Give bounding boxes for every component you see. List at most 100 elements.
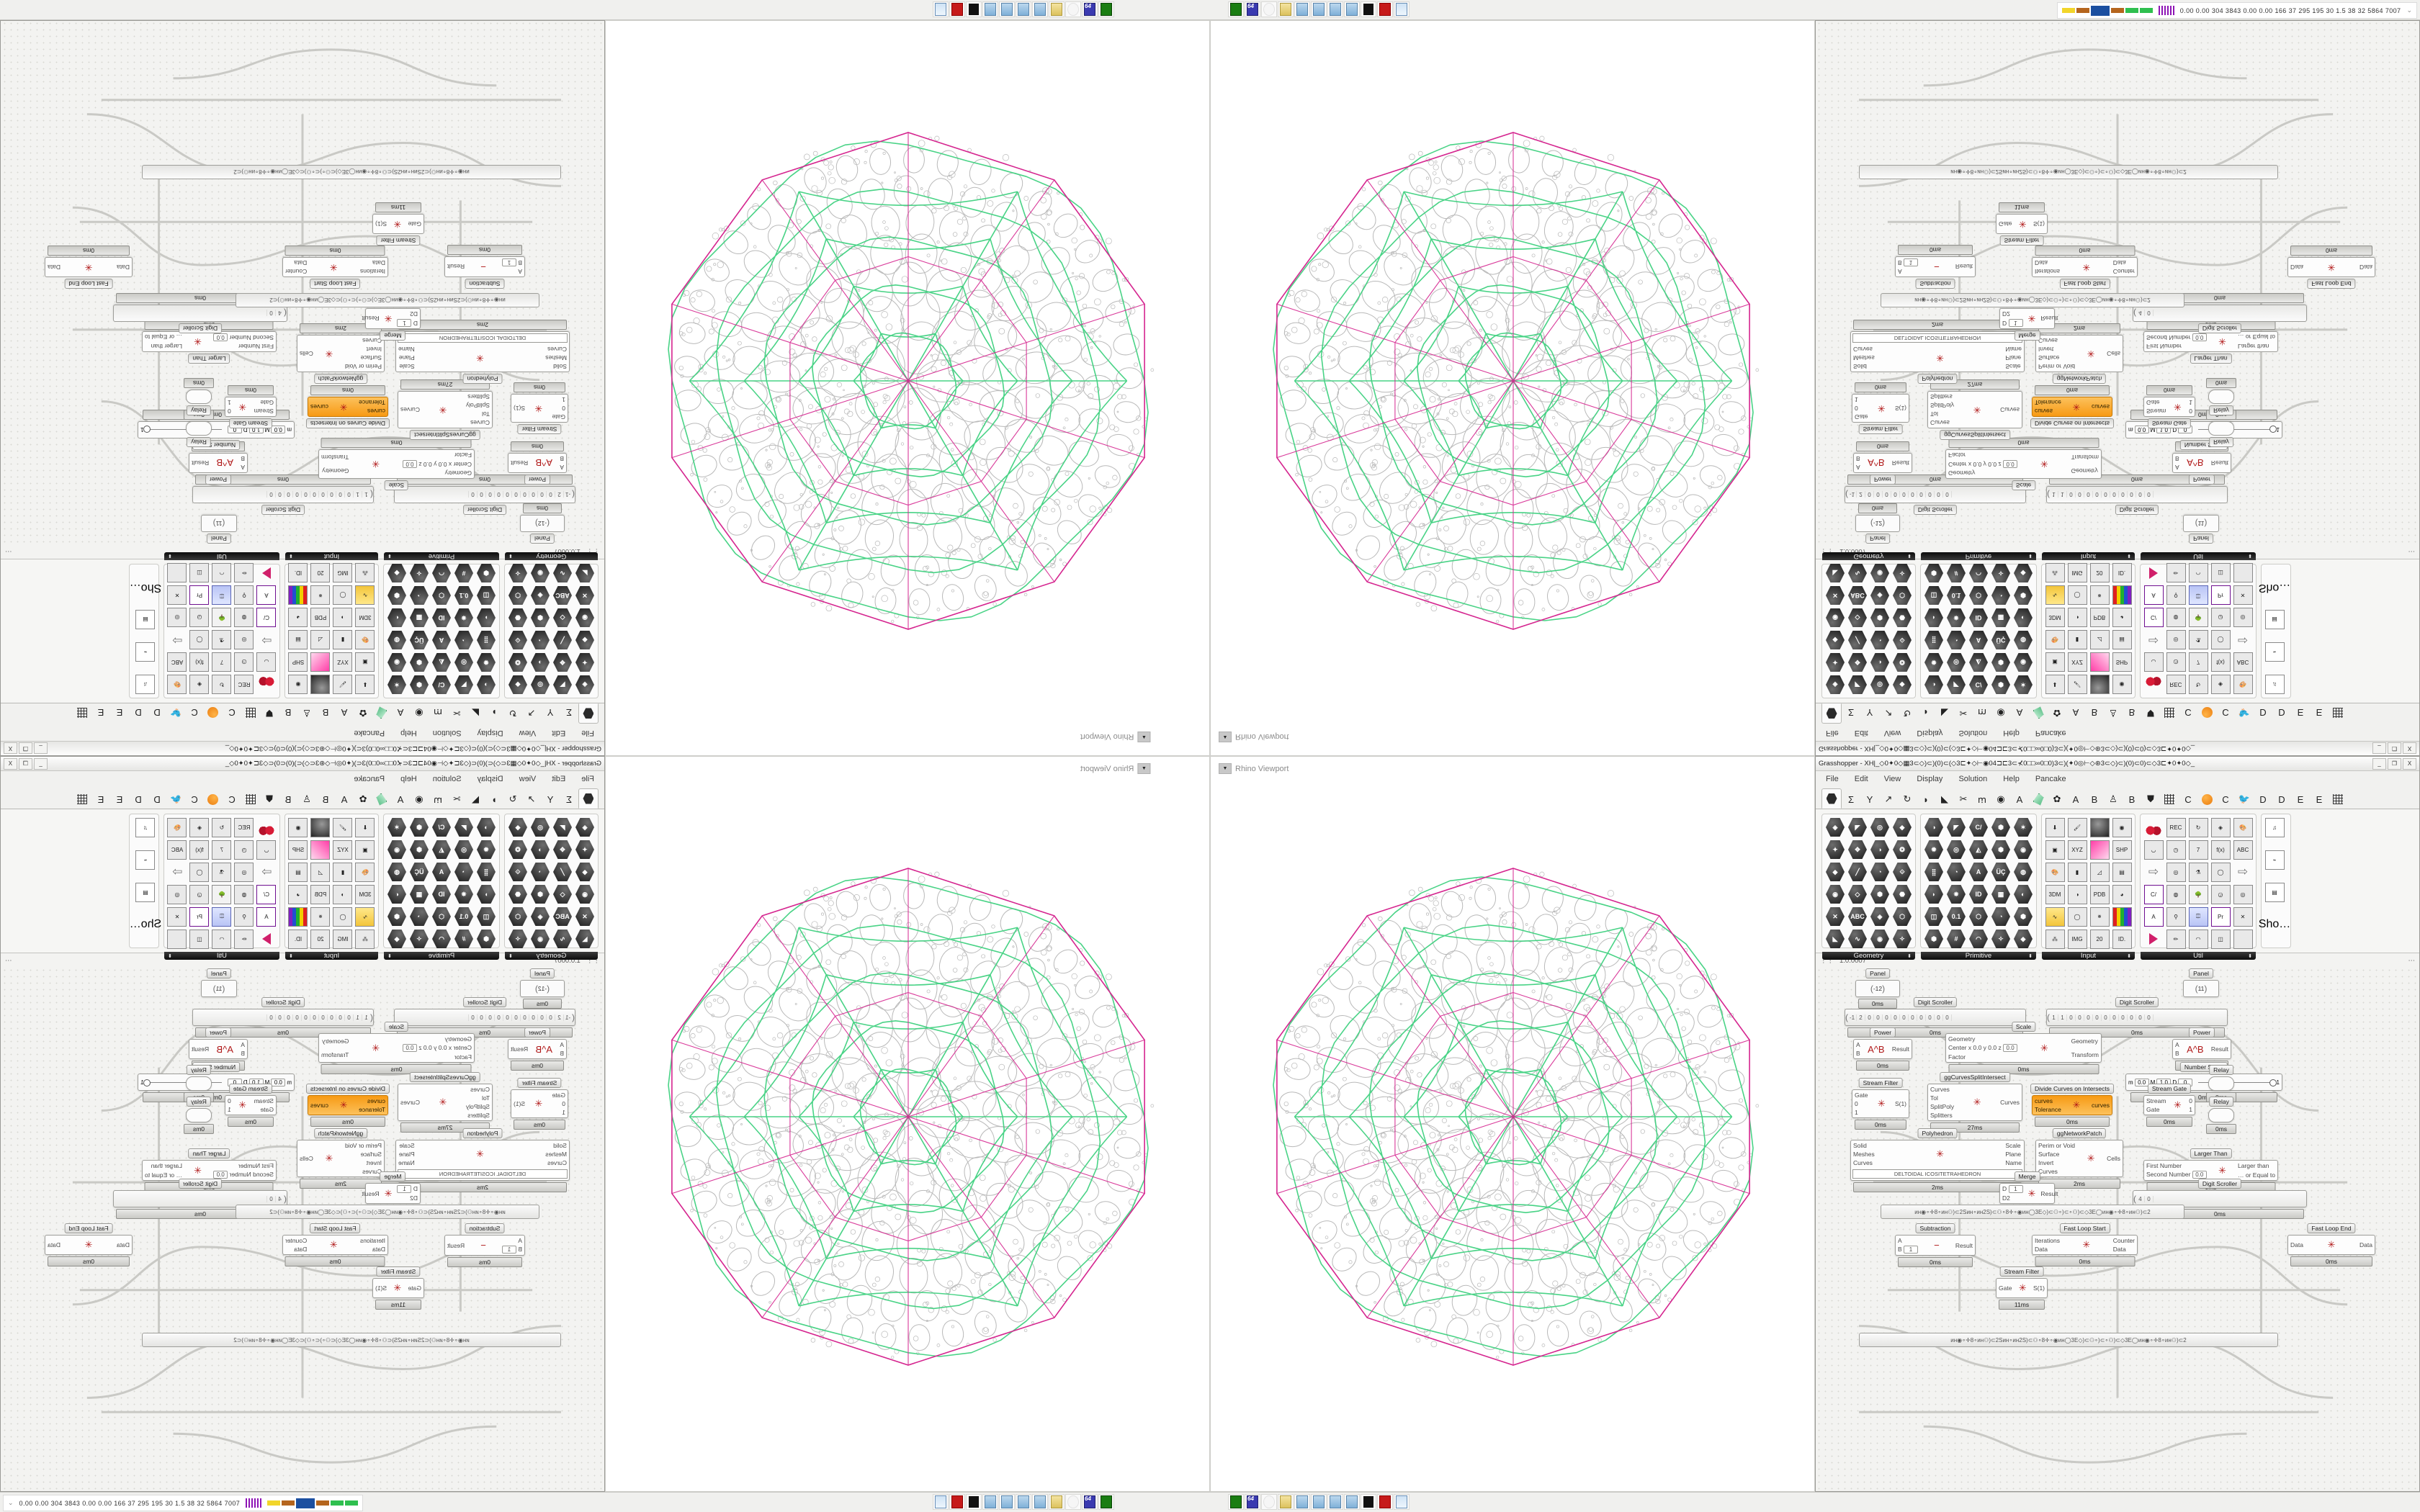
ribbon-item[interactable]: ÜÇ xyxy=(1990,629,2012,651)
tab-a2[interactable]: A xyxy=(2066,790,2085,809)
input-pin[interactable]: A xyxy=(241,1041,245,1048)
component-inputs[interactable]: Geometry Center x 0.0 y 0.0 z 0.0 Factor xyxy=(1946,1034,2020,1062)
ribbon-item[interactable] xyxy=(310,839,331,860)
panel-dropdown-icon[interactable]: ⬍ xyxy=(508,953,513,959)
panel-dropdown-icon[interactable]: ⬍ xyxy=(2248,953,2252,959)
input-pin[interactable]: curves xyxy=(367,408,385,415)
digit-cell[interactable]: 0 xyxy=(301,491,310,498)
ribbon-item[interactable]: ◔ xyxy=(1869,629,1891,651)
ribbon-item[interactable]: ⣿ xyxy=(1923,861,1945,883)
digit-cell[interactable]: 0 xyxy=(266,1014,275,1021)
input-pin[interactable]: Solid xyxy=(1853,363,1867,370)
output-pin[interactable]: Data xyxy=(2112,259,2126,266)
ribbon-item[interactable]: ABC xyxy=(166,652,188,673)
tab-c2[interactable]: C xyxy=(185,790,204,809)
gh-editor[interactable]: Grasshopper - XH|_◇0✦0◇▦3⊂◇)⊂)(0)⊂(◇3⊏✦◇… xyxy=(0,20,605,756)
ribbon-item[interactable]: ◎ xyxy=(2232,607,2254,629)
ribbon-item[interactable]: ◐ xyxy=(2012,883,2034,905)
tab-transform[interactable]: ꭑ xyxy=(429,703,447,722)
digit-cell[interactable]: 0 xyxy=(494,491,503,498)
digit-cell[interactable]: 0 xyxy=(468,1014,477,1021)
component-inputs[interactable]: Curves Tol SplitPoly Splitters xyxy=(464,1084,492,1120)
tab-bird[interactable]: 🐦 xyxy=(2235,703,2254,722)
ribbon-item[interactable]: ◿ xyxy=(310,861,331,883)
component-inputs[interactable]: Solid Meshes Curves xyxy=(543,1140,569,1168)
digit-cell[interactable]: 2 xyxy=(555,1014,563,1021)
ribbon-item[interactable]: ◍ xyxy=(2012,629,2034,651)
component-stream-filter[interactable]: Gate 0 1 ✳ S(1) Stream Filter 0ms xyxy=(1852,1078,1909,1130)
ribbon-item[interactable]: SHP xyxy=(287,652,309,673)
tab-grid2[interactable] xyxy=(2329,703,2347,722)
ribbon-item[interactable]: ▤ xyxy=(2111,629,2133,651)
ribbon-item[interactable] xyxy=(256,816,277,838)
ribbon-item[interactable]: ◆ xyxy=(507,816,529,838)
ribbon-item[interactable]: ◶ xyxy=(2210,607,2231,629)
panel-dropdown-icon[interactable]: ⬍ xyxy=(2127,953,2131,959)
output-pin[interactable]: Geometry xyxy=(2071,467,2098,474)
ribbon-item[interactable]: ✧ xyxy=(1891,562,1913,584)
ribbon-item[interactable] xyxy=(166,562,188,584)
input-pin[interactable]: Gate xyxy=(1999,220,2012,228)
ribbon-item[interactable]: ◑ xyxy=(1923,674,1945,696)
tab-vector[interactable]: ↗ xyxy=(522,703,541,722)
input-pin[interactable]: A xyxy=(2175,464,2179,471)
tab-grid2[interactable] xyxy=(73,790,91,809)
tab-vector[interactable]: ↗ xyxy=(1879,703,1898,722)
ribbon-item[interactable]: ◉ xyxy=(529,562,551,584)
mesh-red-icon[interactable] xyxy=(949,1,965,17)
ribbon-item[interactable]: 3DM xyxy=(354,607,376,629)
maximize-button[interactable]: ❐ xyxy=(19,742,32,755)
ribbon-item[interactable]: ✕ xyxy=(166,906,188,927)
ribbon-item[interactable]: ⚲ xyxy=(233,906,255,927)
ribbon-item[interactable]: ◔ xyxy=(453,629,475,651)
component-outputs[interactable]: Data xyxy=(2357,1236,2375,1254)
input-pin[interactable]: Solid xyxy=(553,1142,567,1149)
output-pin[interactable]: Cells xyxy=(2107,1155,2120,1162)
ribbon-item[interactable]: ◕ xyxy=(2111,607,2133,629)
ribbon-item[interactable]: ◈ xyxy=(1869,585,1891,606)
folder-icon[interactable] xyxy=(1278,1,1294,17)
ribbon-item[interactable] xyxy=(287,906,309,927)
input-pin[interactable]: Tolerance xyxy=(359,1106,385,1113)
component-digit-scroller[interactable]: (-1 2 0 0 0 0 0 0 0 0 0 0 Digit Scroller 0ms xyxy=(1845,997,2026,1038)
tab-d2[interactable]: D xyxy=(129,703,148,722)
ribbon-item[interactable]: REC xyxy=(233,674,255,696)
tab-gridicon[interactable] xyxy=(2160,703,2179,722)
tab-shield[interactable]: ⛊ xyxy=(260,703,279,722)
ribbon-item[interactable]: ⁂ xyxy=(354,562,376,584)
tab-a2[interactable]: A xyxy=(335,790,354,809)
input-pin[interactable]: Gate xyxy=(1855,413,1868,420)
tab-mesh[interactable]: ◣ xyxy=(1935,703,1954,722)
ribbon-item[interactable]: ⚲ xyxy=(233,585,255,606)
ribbon-item[interactable]: ◉ xyxy=(1869,928,1891,950)
ribbon-item[interactable]: ◣ xyxy=(1824,928,1846,950)
ribbon-item[interactable]: ❂ xyxy=(507,652,529,673)
digit-cell[interactable]: 0 xyxy=(266,310,275,317)
tab-gridicon[interactable] xyxy=(241,703,260,722)
save-64-icon[interactable]: 64 xyxy=(1245,1,1260,17)
output-pin[interactable]: 1 xyxy=(228,399,231,406)
component-outputs[interactable]: Larger than… or Equal to xyxy=(143,1161,184,1180)
output-pin[interactable]: S(1) xyxy=(1894,405,1906,412)
tab-maths[interactable]: Σ xyxy=(560,790,578,809)
ribbon-item[interactable]: ✥ xyxy=(1847,839,1868,860)
ribbon-item[interactable]: ⬢ xyxy=(2012,906,2034,927)
ribbon-item[interactable]: ⬣ xyxy=(507,883,529,905)
component-outputs[interactable]: Curves xyxy=(1998,392,2022,428)
input-pin[interactable]: Second Number 0.0 xyxy=(2146,333,2207,341)
component-outputs[interactable]: Curves xyxy=(1998,1084,2022,1120)
component-outputs[interactable]: Scale Plane Name xyxy=(396,344,417,372)
ribbon-item[interactable]: ⎅ xyxy=(2187,906,2209,927)
ribbon-item[interactable]: 3DM xyxy=(2044,883,2066,905)
minimize-button[interactable]: _ xyxy=(34,742,48,755)
component-stream-gate[interactable]: Stream Gate ✳ 0 1 Stream Gate 0ms xyxy=(2143,1084,2195,1127)
tab-c1[interactable]: C xyxy=(223,703,241,722)
ribbon-item[interactable]: C/ xyxy=(2143,883,2164,905)
ribbon-item[interactable]: ⬇ xyxy=(354,674,376,696)
ribbon-item[interactable]: ⬢ xyxy=(1923,562,1945,584)
ribbon-item[interactable]: ✕ xyxy=(574,585,596,606)
ribbon-item[interactable]: ⚗ xyxy=(211,629,233,651)
